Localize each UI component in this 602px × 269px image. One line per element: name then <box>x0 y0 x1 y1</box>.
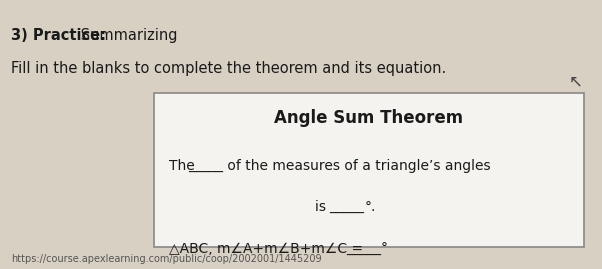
Text: is: is <box>315 200 330 214</box>
Text: Fill in the blanks to complete the theorem and its equation.: Fill in the blanks to complete the theor… <box>11 61 446 76</box>
Text: °: ° <box>381 242 388 256</box>
Text: The: The <box>169 159 199 173</box>
Text: _____: _____ <box>330 200 365 214</box>
Text: https://course.apexlearning.com/public/coop/2002001/1445209: https://course.apexlearning.com/public/c… <box>11 254 321 264</box>
Text: △ABC, m∠A+m∠B+m∠C =: △ABC, m∠A+m∠B+m∠C = <box>169 242 367 256</box>
Text: ↖: ↖ <box>569 72 583 90</box>
Text: 3) Practice:: 3) Practice: <box>11 28 106 43</box>
Text: _____: _____ <box>188 159 223 173</box>
Text: °.: °. <box>365 200 376 214</box>
Text: Summarizing: Summarizing <box>76 28 178 43</box>
Text: of the measures of a triangle’s angles: of the measures of a triangle’s angles <box>223 159 491 173</box>
Text: Angle Sum Theorem: Angle Sum Theorem <box>274 109 464 127</box>
Text: _____: _____ <box>346 242 381 256</box>
